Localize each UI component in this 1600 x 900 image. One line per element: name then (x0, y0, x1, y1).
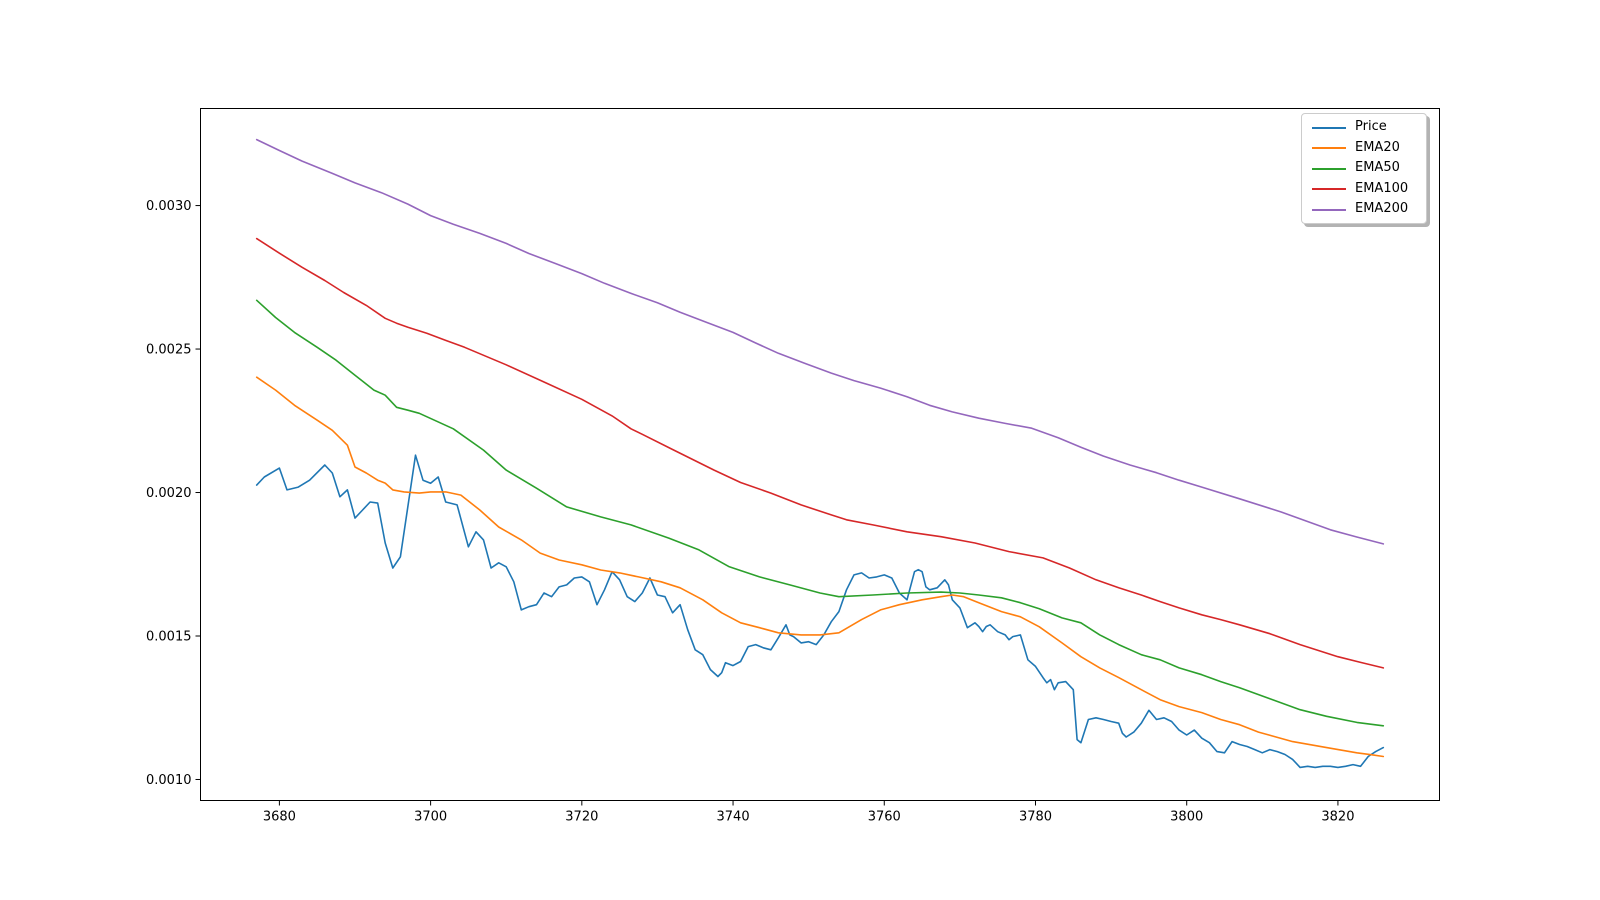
legend-line-sample-price (1312, 126, 1346, 129)
legend-label-ema100: EMA100 (1355, 180, 1409, 196)
x-tick-label: 3680 (263, 810, 296, 825)
y-tick-label: 0.0020 (146, 486, 192, 501)
y-tick-label: 0.0025 (146, 343, 192, 358)
x-tick-label: 3740 (717, 810, 750, 825)
x-tick-label: 3700 (414, 810, 447, 825)
series-line-ema20 (255, 376, 1385, 758)
legend-entry-ema200: EMA200 (1312, 199, 1426, 220)
x-tick-label: 3800 (1170, 810, 1203, 825)
legend-label-ema20: EMA20 (1355, 139, 1400, 155)
series-line-price (255, 454, 1385, 769)
legend-line-sample-ema50 (1312, 167, 1346, 170)
y-tick-label: 0.0010 (146, 773, 192, 788)
series-line-ema200 (255, 138, 1385, 545)
x-tick-label: 3720 (565, 810, 598, 825)
legend-line-sample-ema20 (1312, 147, 1346, 149)
axes-frame (200, 108, 1440, 801)
y-tick-label: 0.0015 (146, 630, 192, 645)
legend-entry-ema50: EMA50 (1312, 158, 1426, 179)
legend-label-ema50: EMA50 (1355, 160, 1400, 176)
legend-entry-ema20: EMA20 (1312, 138, 1426, 159)
x-tick-label: 3760 (868, 810, 901, 825)
x-tick-label: 3820 (1321, 810, 1354, 825)
series-line-ema50 (255, 299, 1385, 727)
x-tick-label: 3780 (1019, 810, 1052, 825)
legend-entry-ema100: EMA100 (1312, 179, 1426, 200)
legend-label-ema200: EMA200 (1355, 201, 1409, 217)
series-line-ema100 (255, 237, 1385, 669)
legend-label-price: Price (1355, 119, 1387, 135)
legend-line-sample-ema100 (1312, 188, 1346, 190)
y-tick-label: 0.0030 (146, 199, 192, 214)
chart-legend: Price EMA20 EMA50 EMA100 EMA200 (1301, 113, 1427, 224)
legend-entry-price: Price (1312, 117, 1426, 138)
legend-line-sample-ema200 (1312, 208, 1346, 211)
